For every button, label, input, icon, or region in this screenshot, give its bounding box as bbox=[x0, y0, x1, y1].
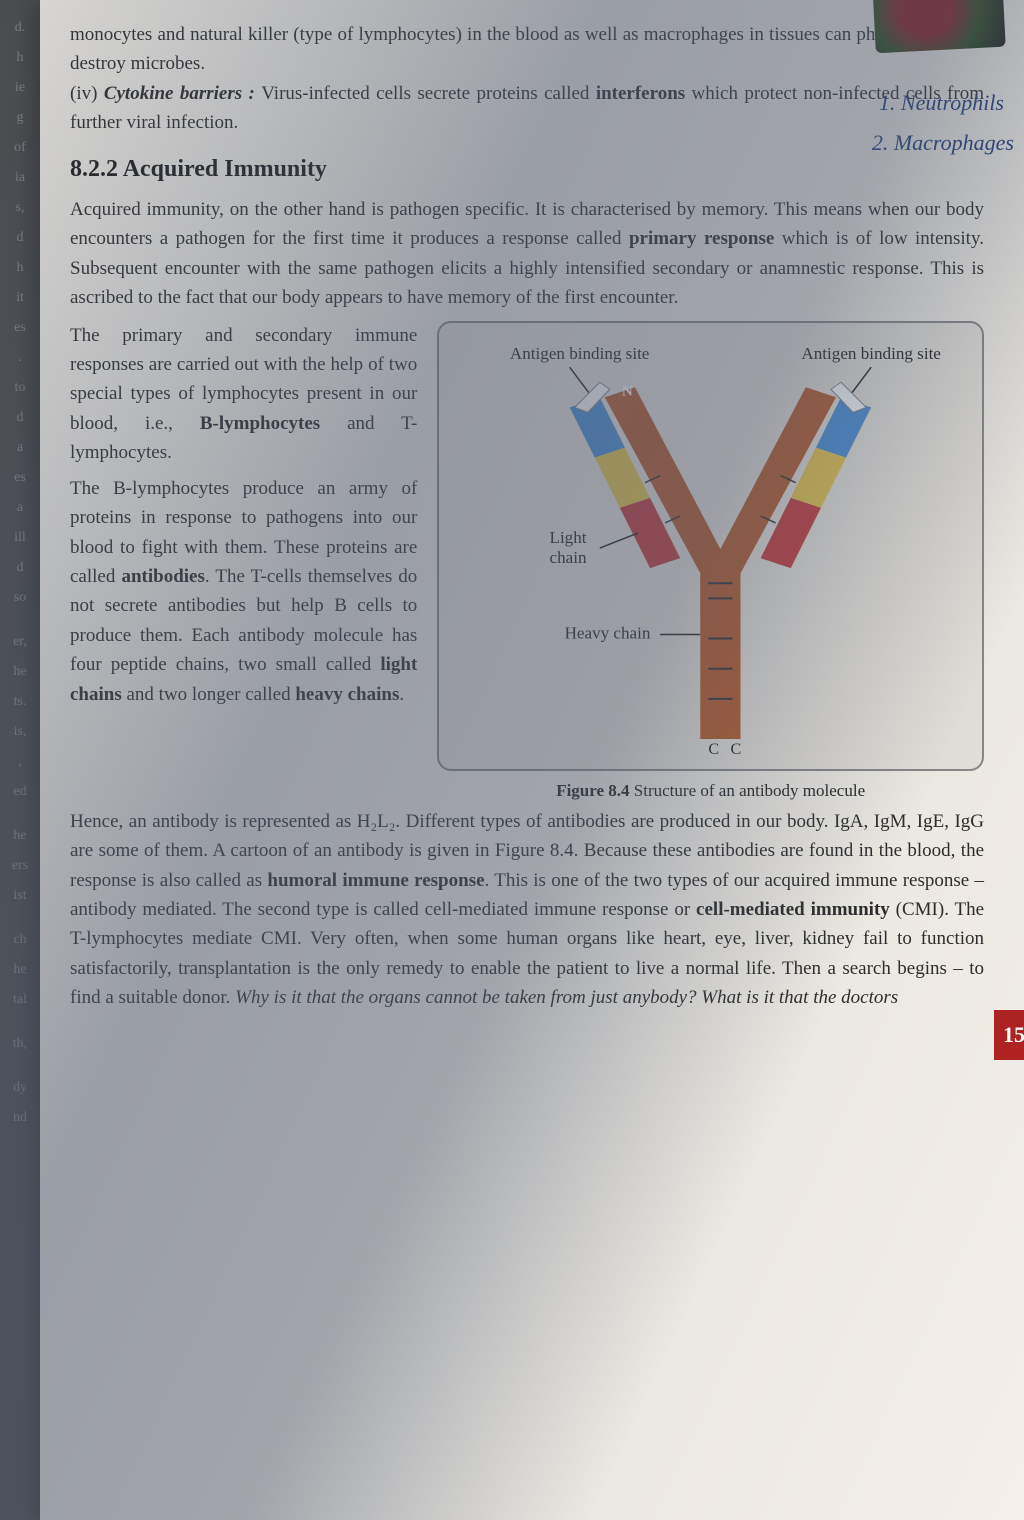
cmi-bold: cell-mediated immunity bbox=[696, 899, 890, 920]
figure-column: Antigen binding site Antigen binding sit… bbox=[437, 321, 984, 801]
edge-fragment: d bbox=[17, 410, 24, 426]
handwritten-annotation-2: 2. Macrophages bbox=[872, 130, 1014, 156]
edge-fragment: he bbox=[13, 828, 26, 844]
edge-fragment: a bbox=[17, 440, 23, 456]
section-title: Acquired Immunity bbox=[123, 156, 327, 182]
figure-caption: Figure 8.4 Structure of an antibody mole… bbox=[437, 781, 984, 801]
intro-bullet-iv: (iv) Cytokine barriers : Virus-infected … bbox=[70, 79, 984, 138]
c-label-left: C bbox=[709, 741, 720, 758]
edge-fragment: to bbox=[15, 380, 26, 396]
edge-fragment: he bbox=[13, 962, 26, 978]
edge-fragment: ist bbox=[13, 888, 26, 904]
heavy-chains-bold: heavy chains bbox=[295, 684, 399, 705]
italic-question: Why is it that the organs cannot be take… bbox=[235, 987, 898, 1008]
edge-fragment: . bbox=[18, 350, 22, 366]
edge-fragment: he bbox=[13, 664, 26, 680]
edge-fragment: so bbox=[14, 590, 26, 606]
light-chain-label-2: chain bbox=[550, 548, 587, 567]
antibody-paragraph-continued: Hence, an antibody is represented as H₂L… bbox=[70, 807, 984, 1013]
chapter-badge: 15 bbox=[994, 1010, 1024, 1060]
figure-box: Antigen binding site Antigen binding sit… bbox=[437, 321, 984, 771]
n-label-left: N bbox=[622, 383, 633, 399]
two-column-layout: The primary and secondary immune respons… bbox=[70, 321, 984, 801]
edge-fragment: er, bbox=[13, 634, 27, 650]
section-heading: 8.2.2 Acquired Immunity bbox=[70, 156, 984, 183]
antigen-label-left: Antigen binding site bbox=[510, 344, 649, 363]
edge-fragment: es bbox=[14, 470, 26, 486]
figure-caption-text: Structure of an antibody molecule bbox=[630, 781, 866, 800]
edge-fragment: ts. bbox=[14, 694, 27, 710]
cytokine-barriers-label: Cytokine barriers : bbox=[104, 83, 261, 104]
edge-fragment: g bbox=[17, 110, 24, 126]
ab-text-d-stub: . bbox=[399, 684, 404, 705]
figure-number: Figure 8.4 bbox=[556, 781, 629, 800]
edge-fragment: es bbox=[14, 320, 26, 336]
right-heavy-chain bbox=[711, 387, 837, 739]
bullet-marker: (iv) bbox=[70, 83, 104, 104]
c-label-right: C bbox=[731, 741, 742, 758]
page-edge-fragments: d.hiegofias,dhites.todaesailldsoer,hets.… bbox=[0, 0, 40, 1520]
edge-fragment: dy bbox=[13, 1080, 27, 1096]
edge-fragment: th, bbox=[13, 1036, 27, 1052]
heavy-chain-label: Heavy chain bbox=[565, 623, 651, 642]
edge-fragment: ers bbox=[12, 858, 28, 874]
b-lymphocytes-bold: B-lymphocytes bbox=[200, 413, 320, 434]
hinge-region bbox=[701, 573, 741, 613]
antibody-diagram: Antigen binding site Antigen binding sit… bbox=[449, 337, 972, 759]
edge-fragment: h bbox=[17, 50, 24, 66]
edge-fragment: , bbox=[18, 754, 22, 770]
edge-fragment: of bbox=[14, 140, 26, 156]
edge-fragment: ie bbox=[15, 80, 25, 96]
antibody-paragraph-top: The B-lymphocytes produce an army of pro… bbox=[70, 474, 417, 710]
primary-response-bold: primary response bbox=[629, 228, 774, 249]
edge-fragment: d bbox=[17, 230, 24, 246]
decorative-photo-corner bbox=[872, 0, 1005, 53]
edge-fragment: it bbox=[16, 290, 24, 306]
intro-paragraph-1: monocytes and natural killer (type of ly… bbox=[70, 20, 984, 79]
light-chain-label-1: Light bbox=[550, 528, 587, 547]
interferons-bold: interferons bbox=[596, 83, 685, 104]
edge-fragment: ia bbox=[15, 170, 25, 186]
ab-text-c: and two longer called bbox=[122, 684, 296, 705]
edge-fragment: tal bbox=[13, 992, 27, 1008]
humoral-bold: humoral immune response bbox=[267, 870, 484, 891]
edge-fragment: a bbox=[17, 500, 23, 516]
edge-fragment: d. bbox=[15, 20, 26, 36]
lymphocyte-paragraph: The primary and secondary immune respons… bbox=[70, 321, 417, 468]
acquired-immunity-paragraph: Acquired immunity, on the other hand is … bbox=[70, 195, 984, 313]
handwritten-annotation-1: 1. Neutrophils bbox=[879, 90, 1004, 116]
edge-fragment: nd bbox=[13, 1110, 27, 1126]
cytokine-text-a: Virus-infected cells secrete proteins ca… bbox=[261, 83, 596, 104]
antigen-label-right: Antigen binding site bbox=[802, 344, 941, 363]
edge-fragment: ill bbox=[14, 530, 26, 546]
antibodies-bold: antibodies bbox=[121, 566, 204, 587]
edge-fragment: s, bbox=[16, 200, 25, 216]
left-text-column: The primary and secondary immune respons… bbox=[70, 321, 417, 801]
edge-fragment: ed bbox=[13, 784, 26, 800]
edge-fragment: d bbox=[17, 560, 24, 576]
edge-fragment: ch bbox=[13, 932, 26, 948]
textbook-page: 1. Neutrophils 2. Macrophages monocytes … bbox=[40, 0, 1024, 1520]
edge-fragment: h bbox=[17, 260, 24, 276]
section-number: 8.2.2 bbox=[70, 156, 118, 182]
edge-fragment: is, bbox=[14, 724, 27, 740]
